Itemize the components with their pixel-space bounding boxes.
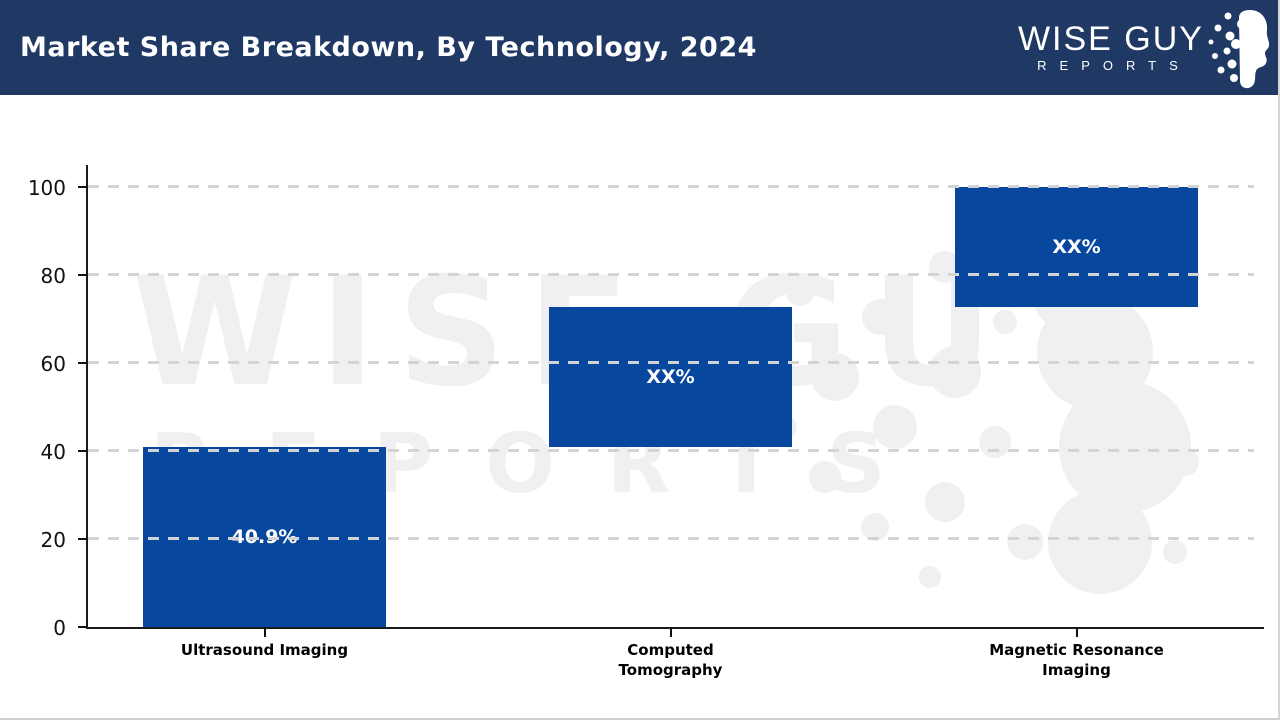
x-tick-mark	[1075, 629, 1078, 637]
bar-segment-2: XX%	[955, 187, 1198, 307]
gridline-20	[88, 537, 1254, 540]
y-tick-label-40: 40	[40, 440, 66, 464]
gridline-40	[88, 449, 1254, 452]
bar-value-label: XX%	[646, 365, 695, 388]
x-tick-mark	[669, 629, 672, 637]
y-tick-mark	[78, 274, 87, 276]
y-tick-mark	[78, 362, 87, 364]
plot-area: 40.9%XX%XX%	[88, 165, 1262, 627]
y-tick-label-80: 80	[40, 264, 66, 288]
y-axis-spine	[86, 165, 88, 629]
brand-subtitle: REPORTS	[1037, 58, 1191, 73]
x-category-label-0: Ultrasound Imaging	[180, 641, 349, 659]
y-axis-tick-labels: 0 20 40 60 80 100	[0, 165, 80, 640]
page-title: Market Share Breakdown, By Technology, 2…	[20, 32, 757, 63]
brand-logo: WISE GUY REPORTS	[1018, 4, 1270, 92]
y-tick-label-60: 60	[40, 352, 66, 376]
y-tick-mark	[78, 450, 87, 452]
header-band: Market Share Breakdown, By Technology, 2…	[0, 0, 1278, 95]
y-tick-mark	[78, 538, 87, 540]
y-tick-label-20: 20	[40, 528, 66, 552]
bar-value-label: XX%	[1052, 235, 1101, 258]
y-tick-mark	[78, 186, 87, 188]
y-tick-label-100: 100	[27, 176, 66, 200]
gridline-100	[88, 185, 1254, 188]
gridline-80	[88, 273, 1254, 276]
x-tick-mark	[263, 629, 266, 637]
y-tick-label-0: 0	[53, 616, 66, 640]
brand-logo-text: WISE GUY REPORTS	[1018, 21, 1204, 75]
x-category-label-1: Computed Tomography	[618, 641, 723, 679]
x-category-label-2: Magnetic Resonance Imaging	[989, 641, 1164, 679]
brand-face-icon	[1208, 10, 1270, 89]
gridline-60	[88, 361, 1254, 364]
y-tick-mark	[78, 626, 87, 628]
brand-name: WISE GUY	[1017, 20, 1204, 58]
x-axis-spine	[86, 627, 1264, 629]
x-axis-category-labels: Ultrasound Imaging Computed Tomography Mag…	[0, 640, 1278, 700]
bar-segment-1: XX%	[549, 306, 792, 448]
